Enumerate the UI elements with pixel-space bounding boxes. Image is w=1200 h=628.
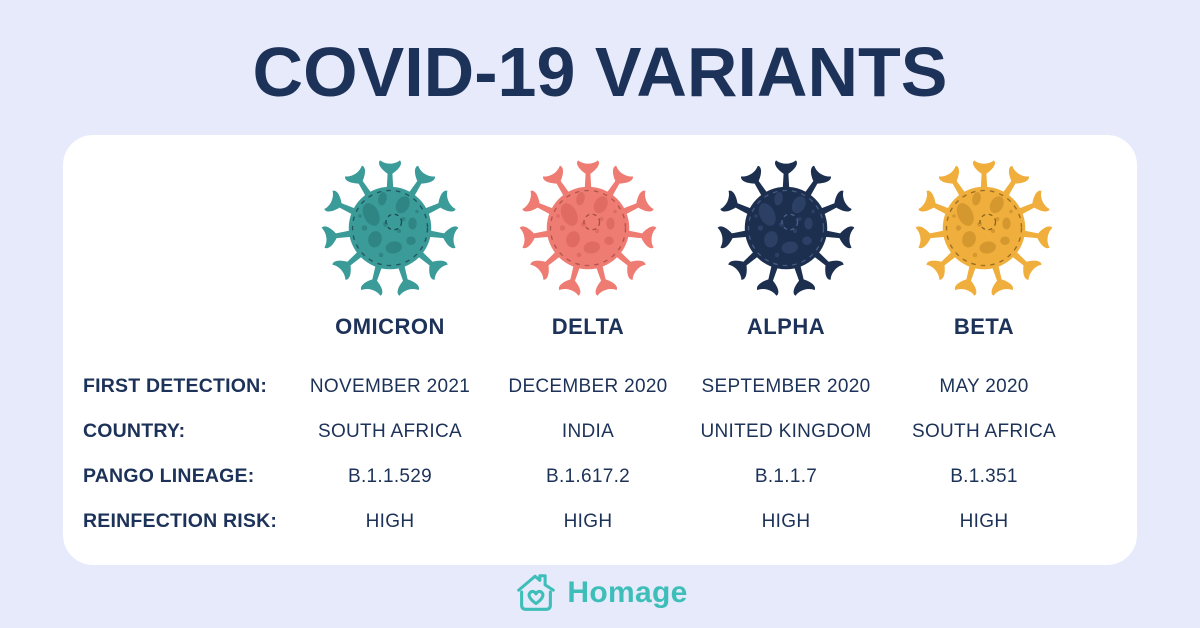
covid-variants-infographic: COVID-19 VARIANTS OMICRON DELTA ALPHA BE… — [0, 0, 1200, 611]
alpha-pango-lineage: B.1.1.7 — [754, 465, 818, 487]
variants-card: OMICRON DELTA ALPHA BETA FIRST DETECTION… — [63, 135, 1137, 565]
page-title: COVID-19 VARIANTS — [252, 33, 948, 111]
delta-first-detection: DECEMBER 2020 — [508, 375, 668, 397]
beta-first-detection: MAY 2020 — [939, 375, 1029, 397]
beta-virus-icon — [909, 153, 1059, 303]
logo-text: Homage — [567, 576, 688, 609]
house-heart-icon — [517, 574, 556, 611]
beta-reinfection-risk: HIGH — [959, 510, 1009, 532]
table-row-pango-lineage: PANGO LINEAGE: B.1.1.529 B.1.617.2 B.1.1… — [83, 454, 1137, 499]
delta-pango-lineage: B.1.617.2 — [545, 465, 631, 487]
omicron-reinfection-risk: HIGH — [365, 510, 415, 532]
table-row-reinfection-risk: REINFECTION RISK: HIGH HIGH HIGH HIGH — [83, 499, 1137, 544]
alpha-country: UNITED KINGDOM — [700, 420, 872, 442]
table-row-first-detection: FIRST DETECTION: NOVEMBER 2021 DECEMBER … — [83, 364, 1137, 409]
omicron-virus-cell — [291, 153, 489, 303]
variant-name-delta: DELTA — [551, 313, 625, 339]
variant-name-omicron: OMICRON — [335, 313, 445, 339]
row-label-first-detection: FIRST DETECTION: — [83, 375, 268, 397]
variants-table: FIRST DETECTION: NOVEMBER 2021 DECEMBER … — [83, 364, 1137, 544]
omicron-pango-lineage: B.1.1.529 — [347, 465, 433, 487]
alpha-reinfection-risk: HIGH — [761, 510, 811, 532]
row-label-reinfection-risk: REINFECTION RISK: — [83, 510, 278, 532]
table-row-country: COUNTRY: SOUTH AFRICA INDIA UNITED KINGD… — [83, 409, 1137, 454]
delta-reinfection-risk: HIGH — [563, 510, 613, 532]
variant-names-row: OMICRON DELTA ALPHA BETA — [83, 303, 1137, 350]
alpha-virus-cell — [687, 153, 885, 303]
alpha-first-detection: SEPTEMBER 2020 — [701, 375, 871, 397]
delta-country: INDIA — [561, 420, 615, 442]
row-label-pango-lineage: PANGO LINEAGE: — [83, 465, 255, 487]
homage-logo: Homage — [0, 570, 1200, 616]
omicron-first-detection: NOVEMBER 2021 — [309, 375, 471, 397]
variant-name-beta: BETA — [953, 313, 1015, 339]
delta-virus-cell — [489, 153, 687, 303]
row-label-country: COUNTRY: — [83, 420, 186, 442]
variant-name-alpha: ALPHA — [746, 313, 826, 339]
delta-virus-icon — [513, 153, 663, 303]
beta-virus-cell — [885, 153, 1083, 303]
beta-country: SOUTH AFRICA — [911, 420, 1056, 442]
omicron-virus-icon — [315, 153, 465, 303]
beta-pango-lineage: B.1.351 — [950, 465, 1018, 487]
alpha-virus-icon — [711, 153, 861, 303]
virus-icons-row — [83, 153, 1137, 303]
omicron-country: SOUTH AFRICA — [317, 420, 462, 442]
